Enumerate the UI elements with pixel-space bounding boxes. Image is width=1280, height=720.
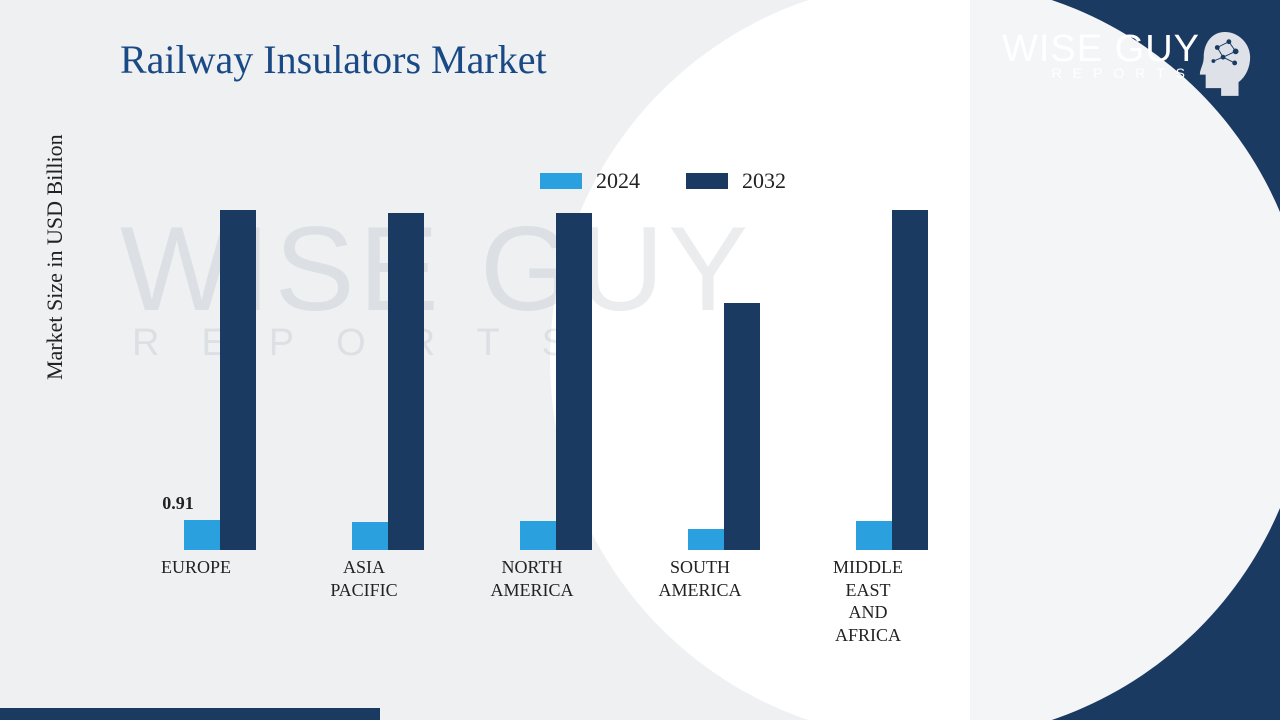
bottom-accent-bar (0, 708, 380, 720)
right-panel (970, 0, 1280, 720)
legend: 2024 2032 (540, 168, 786, 194)
bar (220, 210, 256, 550)
bar-group (328, 213, 448, 550)
legend-swatch-2032 (686, 173, 728, 189)
bar (388, 213, 424, 550)
plot-area: 0.91 (120, 200, 960, 550)
category-label: NORTHAMERICA (457, 556, 607, 601)
page-root: WISE GUY REPORTS Railway Insulators Mark… (0, 0, 1280, 720)
legend-item-2024: 2024 (540, 168, 640, 194)
bar-value-label: 0.91 (148, 493, 208, 514)
bar-chart: 0.91 (100, 200, 960, 550)
category-label: MIDDLEEASTANDAFRICA (793, 556, 943, 646)
bar (184, 520, 220, 550)
bar-group (832, 210, 952, 550)
bar (352, 522, 388, 550)
legend-label-2032: 2032 (742, 168, 786, 194)
bar (892, 210, 928, 550)
y-axis-label: Market Size in USD Billion (42, 134, 68, 380)
category-label: ASIAPACIFIC (289, 556, 439, 601)
bar (856, 521, 892, 550)
bar (520, 521, 556, 550)
brand-logo: WISE GUY REPORTS (1002, 28, 1250, 81)
bar (688, 529, 724, 550)
chart-title: Railway Insulators Market (120, 36, 547, 83)
bar-group (496, 213, 616, 550)
legend-label-2024: 2024 (596, 168, 640, 194)
bar (724, 303, 760, 550)
legend-swatch-2024 (540, 173, 582, 189)
category-label: EUROPE (121, 556, 271, 579)
category-label: SOUTHAMERICA (625, 556, 775, 601)
bar-group (664, 303, 784, 550)
head-icon (1196, 28, 1254, 96)
legend-item-2032: 2032 (686, 168, 786, 194)
bar (556, 213, 592, 550)
